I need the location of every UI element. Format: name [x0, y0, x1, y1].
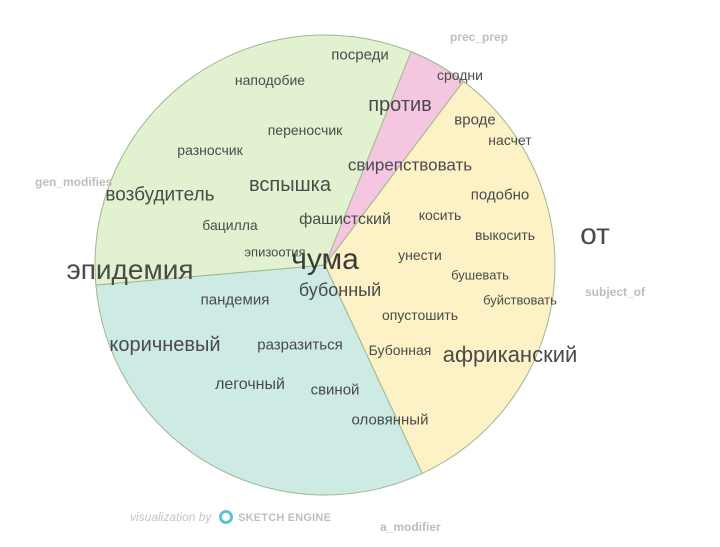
- cloud-word-24: опустошить: [382, 308, 458, 322]
- cloud-word-15: выкосить: [475, 228, 535, 242]
- cloud-word-7: разносчик: [177, 143, 242, 157]
- cloud-word-20: бушевать: [451, 269, 509, 282]
- cloud-word-9: вспышка: [249, 175, 331, 195]
- cloud-word-11: подобно: [471, 188, 529, 203]
- cloud-word-14: бацилла: [202, 218, 257, 232]
- wordcloud-pie: { "canvas": { "width": 720, "height": 54…: [0, 0, 720, 547]
- cloud-word-22: пандемия: [201, 293, 270, 308]
- cloud-word-8: свирепствовать: [348, 157, 472, 174]
- cloud-word-10: возбудитель: [105, 186, 214, 205]
- section-label-subject-of: subject_of: [585, 285, 645, 299]
- cloud-word-1: сродни: [437, 68, 483, 82]
- cloud-word-16: от: [580, 220, 610, 250]
- cloud-word-13: фашистский: [299, 212, 391, 228]
- credit-brand: SKETCH ENGINE: [238, 512, 331, 524]
- cloud-word-25: коричневый: [109, 335, 220, 355]
- sketchengine-logo-icon: [219, 510, 233, 524]
- section-label-gen-modifies: gen_modifies: [35, 175, 112, 189]
- section-label-a-modifier: a_modifier: [380, 520, 441, 534]
- cloud-word-3: против: [368, 95, 432, 115]
- cloud-word-17: эпизоотия: [244, 246, 305, 259]
- cloud-word-18: унести: [398, 248, 442, 262]
- cloud-word-2: наподобие: [235, 73, 305, 87]
- cloud-word-23: буйствовать: [483, 294, 557, 307]
- cloud-word-6: насчет: [488, 133, 531, 147]
- cloud-word-4: вроде: [454, 113, 495, 128]
- section-label-prec-prep: prec_prep: [450, 30, 508, 44]
- cloud-word-29: легочный: [215, 377, 285, 393]
- cloud-word-27: Бубонная: [369, 343, 432, 357]
- credit-line: visualization by SKETCH ENGINE: [130, 510, 331, 524]
- cloud-word-28: африканский: [443, 344, 578, 366]
- cloud-word-19: эпидемия: [66, 256, 193, 284]
- cloud-word-21: бубонный: [299, 281, 381, 299]
- cloud-word-0: посреди: [331, 48, 388, 63]
- cloud-word-12: косить: [419, 208, 462, 222]
- credit-prefix: visualization by: [130, 510, 211, 524]
- cloud-word-30: свиной: [311, 383, 360, 398]
- cloud-word-5: переносчик: [268, 123, 343, 137]
- cloud-word-26: разразиться: [257, 338, 342, 353]
- cloud-word-31: оловянный: [352, 413, 429, 428]
